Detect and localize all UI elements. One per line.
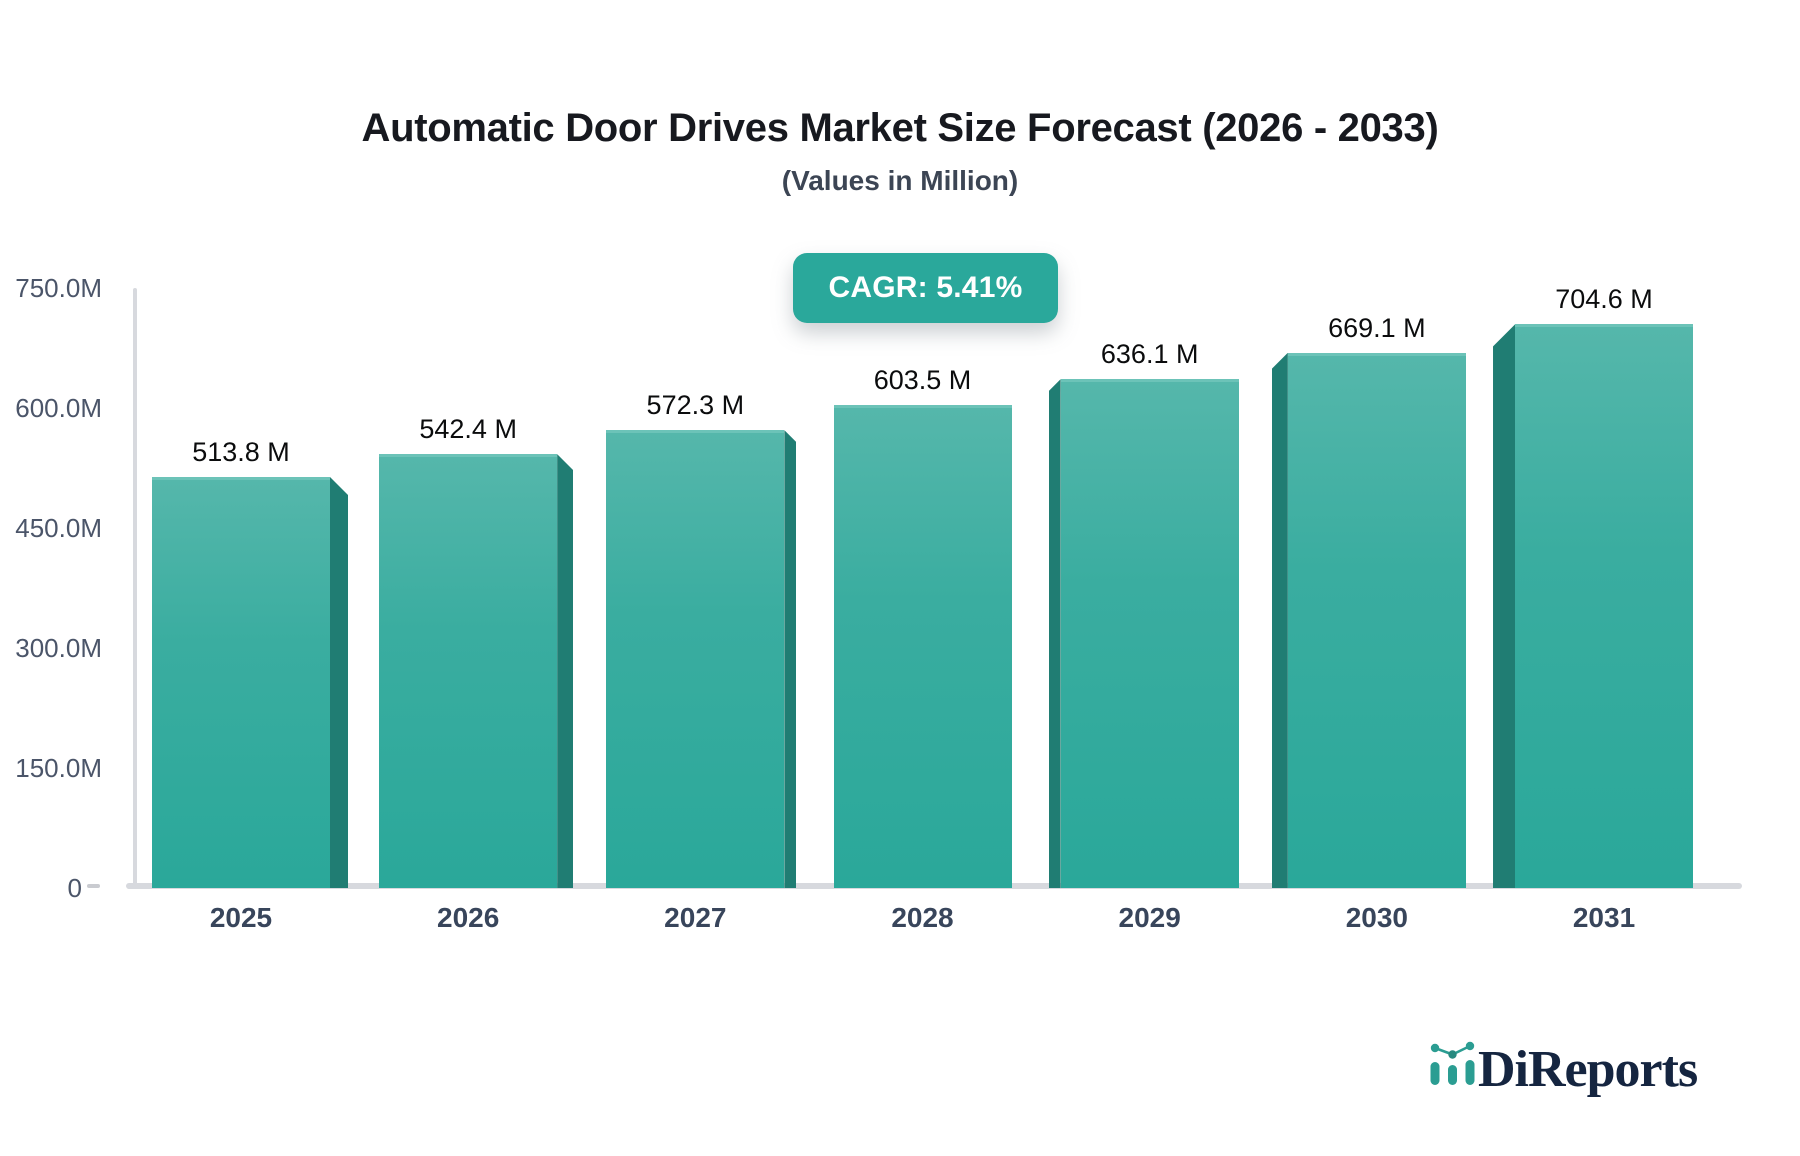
- logo-text: DiReports: [1478, 1041, 1698, 1098]
- bar-value-label: 603.5 M: [873, 365, 972, 396]
- chart-subtitle: (Values in Million): [781, 165, 1019, 196]
- x-tick-label-2030: 2030: [1345, 902, 1408, 933]
- cagr-badge-label: CAGR: 5.41%: [828, 271, 1023, 304]
- bar-side-2031: [1493, 324, 1516, 888]
- x-tick-label-2027: 2027: [664, 902, 727, 933]
- page-title: Automatic Door Drives Market Size Foreca…: [361, 106, 1439, 150]
- x-tick-label-2026: 2026: [437, 902, 500, 933]
- bar-value-label: 542.4 M: [419, 414, 517, 445]
- bar-side-2027: [784, 430, 797, 888]
- bar-2026: [379, 454, 558, 888]
- bar-2025: [152, 476, 330, 888]
- y-tick-label: 0: [67, 873, 82, 903]
- bar-side-2029: [1048, 379, 1061, 888]
- y-tick-label: 150.0M: [15, 753, 102, 783]
- x-tick-label-2025: 2025: [209, 902, 273, 933]
- y-tick-label: 600.0M: [15, 393, 102, 423]
- bar-2031: [1515, 324, 1694, 888]
- y-tick-label: 300.0M: [15, 633, 102, 663]
- cagr-badge: CAGR: 5.41%: [793, 253, 1058, 323]
- bar-2027: [606, 430, 785, 888]
- y-axis-line: [133, 288, 137, 885]
- bar-side-2026: [557, 454, 574, 888]
- x-tick-label-2028: 2028: [891, 902, 954, 933]
- bar-value-label: 572.3 M: [646, 390, 745, 421]
- y-tick-label: 450.0M: [15, 513, 102, 543]
- zero-tick-mark: [87, 884, 100, 888]
- bar-2028: [833, 405, 1012, 888]
- bar-value-label: 513.8 M: [192, 436, 290, 467]
- x-tick-label-2031: 2031: [1572, 902, 1636, 933]
- bar-value-label: 669.1 M: [1328, 312, 1426, 343]
- bar-value-label: 704.6 M: [1555, 284, 1653, 315]
- bar-side-2025: [330, 476, 348, 888]
- y-tick-label: 750.0M: [15, 273, 102, 303]
- x-tick-label-2029: 2029: [1118, 902, 1181, 933]
- bar-2029: [1060, 379, 1239, 888]
- bar-side-2030: [1271, 352, 1288, 888]
- bar-2030: [1287, 352, 1466, 888]
- bar-value-label: 636.1 M: [1100, 339, 1199, 370]
- bar-chart-logo-icon: [1430, 1041, 1475, 1085]
